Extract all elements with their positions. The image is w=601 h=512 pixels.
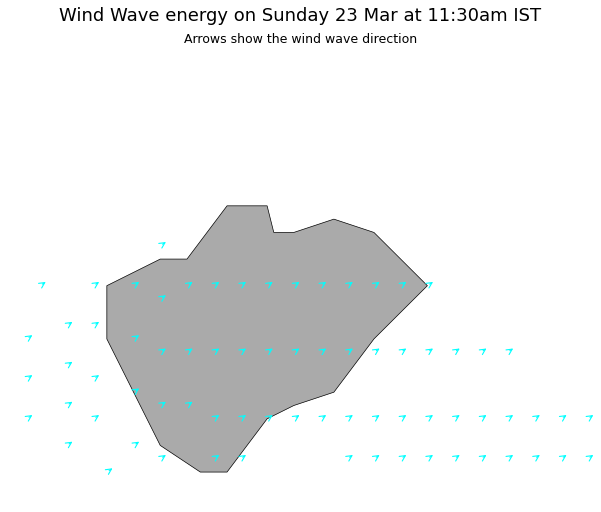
Text: Arrows show the wind wave direction: Arrows show the wind wave direction [184, 33, 417, 46]
Polygon shape [107, 206, 427, 472]
Text: Wind Wave energy on Sunday 23 Mar at 11:30am IST: Wind Wave energy on Sunday 23 Mar at 11:… [59, 7, 542, 25]
